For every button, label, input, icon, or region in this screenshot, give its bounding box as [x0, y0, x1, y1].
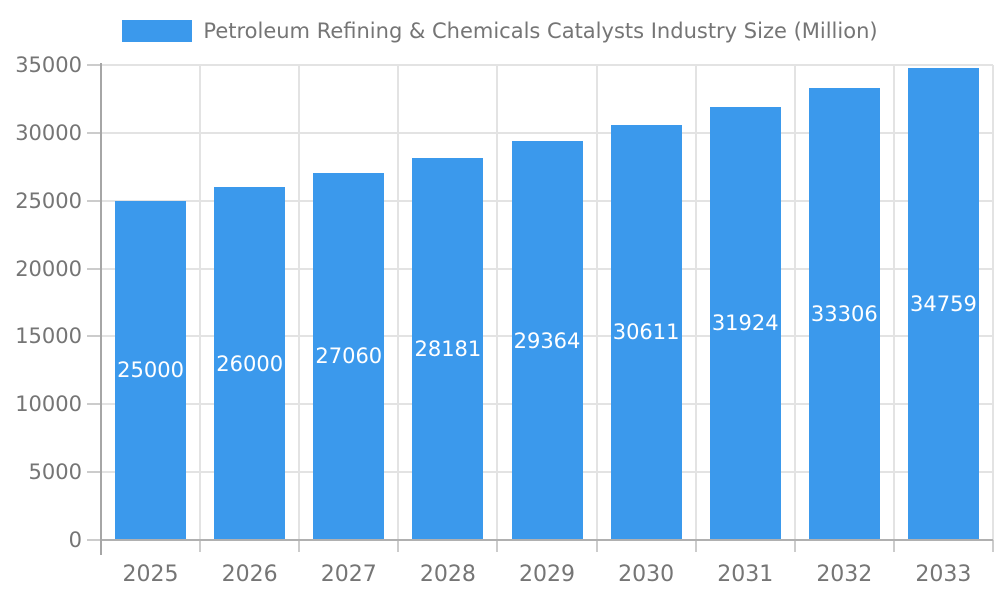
bar-value-label: 34759	[910, 292, 977, 317]
x-tick-mark	[298, 540, 301, 552]
x-axis-label: 2031	[717, 562, 774, 587]
x-tick-mark	[892, 540, 895, 552]
x-tick-mark	[694, 540, 697, 552]
bar-value-label: 31924	[711, 311, 779, 336]
bar-2030[interactable]	[610, 124, 682, 540]
bar-2025[interactable]	[115, 200, 187, 540]
bar-value-label: 27060	[315, 344, 383, 369]
x-gridline	[992, 65, 994, 540]
bar-value-label: 29364	[513, 328, 581, 353]
legend-swatch	[122, 20, 193, 42]
x-gridline	[496, 65, 499, 540]
y-gridline	[101, 64, 993, 66]
bar-value-label: 30611	[612, 320, 680, 345]
bar-2033[interactable]	[907, 68, 979, 540]
y-axis-label: 5000	[28, 460, 82, 485]
y-tick-mark	[87, 64, 101, 66]
y-tick-mark	[87, 199, 101, 202]
x-gridline	[199, 65, 202, 540]
bar-value-label: 26000	[216, 351, 284, 376]
y-tick-mark	[87, 471, 101, 474]
x-axis-label: 2027	[320, 562, 377, 587]
x-axis-label: 2026	[221, 562, 278, 587]
y-tick-mark	[87, 403, 101, 406]
x-gridline	[793, 65, 796, 540]
bar-value-label: 33306	[810, 301, 878, 326]
y-axis-label: 0	[68, 528, 82, 552]
y-axis-label: 30000	[15, 120, 82, 145]
bar-value-label: 28181	[414, 336, 482, 361]
x-axis-line	[101, 539, 993, 541]
legend[interactable]: Petroleum Refining & Chemicals Catalysts…	[0, 17, 1000, 45]
bar-2027[interactable]	[313, 172, 385, 540]
y-axis-label: 10000	[15, 392, 82, 417]
x-axis-label: 2028	[419, 562, 476, 587]
x-tick-mark	[199, 540, 202, 552]
x-gridline	[397, 65, 400, 540]
x-tick-mark	[397, 540, 400, 552]
x-axis-label: 2025	[122, 562, 179, 587]
y-gridline	[101, 131, 993, 134]
bar-2032[interactable]	[808, 87, 880, 540]
bar-value-label: 25000	[117, 358, 184, 383]
x-tick-mark	[496, 540, 499, 552]
x-gridline	[694, 65, 697, 540]
bar-2031[interactable]	[709, 106, 781, 540]
y-tick-mark	[87, 539, 101, 541]
x-axis-label: 2032	[816, 562, 873, 587]
y-tick-mark	[87, 131, 101, 134]
bar-2029[interactable]	[511, 141, 583, 540]
legend-label: Petroleum Refining & Chemicals Catalysts…	[203, 19, 878, 43]
x-axis-label: 2033	[915, 562, 972, 587]
x-gridline	[892, 65, 895, 540]
y-axis-label: 20000	[15, 256, 82, 281]
x-gridline	[298, 65, 301, 540]
x-axis-label: 2030	[618, 562, 675, 587]
x-axis-label: 2029	[518, 562, 575, 587]
y-axis-label: 25000	[15, 188, 82, 213]
y-tick-mark	[87, 335, 101, 338]
x-tick-mark	[992, 540, 994, 552]
plot-area: 25000 26000 27060 28181 29364 30611 31924 33306…	[101, 64, 994, 541]
x-gridline	[595, 65, 598, 540]
bar-2028[interactable]	[412, 157, 484, 540]
y-axis-line	[100, 63, 102, 555]
y-axis-label: 15000	[15, 324, 82, 349]
x-tick-mark	[793, 540, 796, 552]
x-tick-mark	[595, 540, 598, 552]
bar-2026[interactable]	[214, 187, 286, 540]
y-tick-mark	[87, 267, 101, 270]
y-axis-label: 35000	[15, 53, 82, 77]
